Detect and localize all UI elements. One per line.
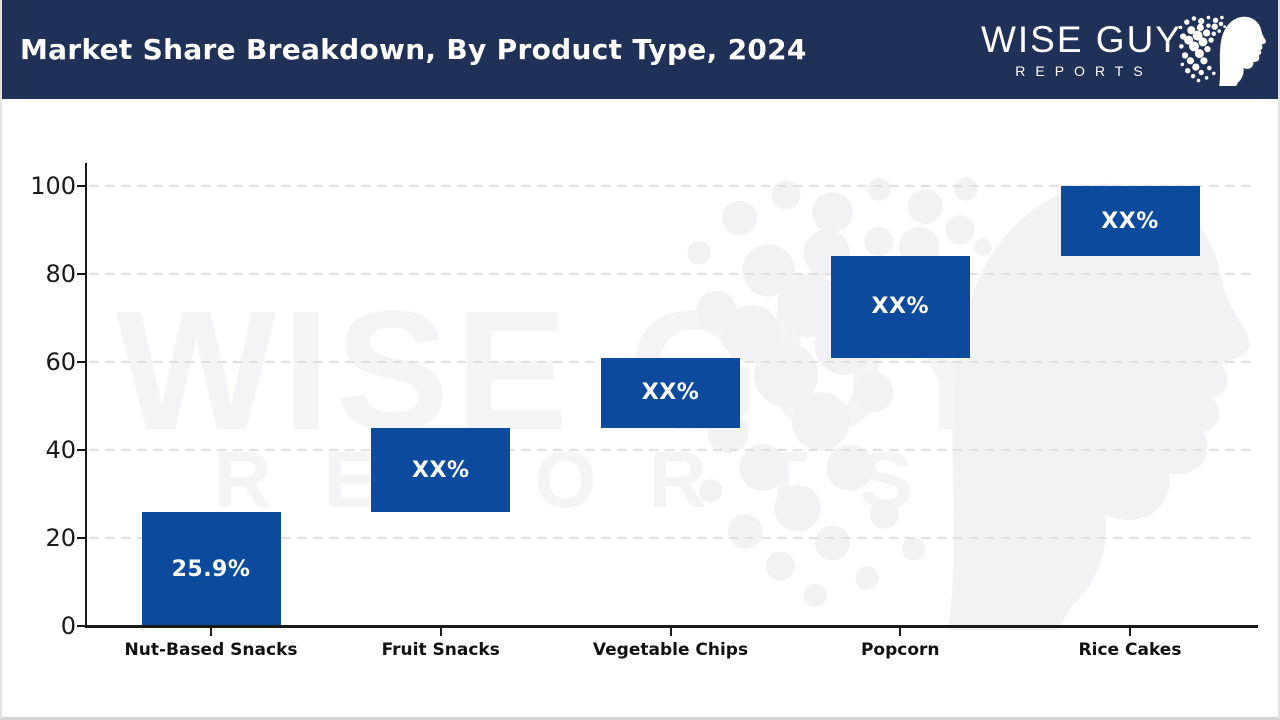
x-axis-category-label: Rice Cakes [1078,640,1182,660]
x-axis-category-label: Vegetable Chips [592,640,749,660]
y-gridline [89,185,1253,187]
y-axis-tick-label: 0 [60,612,76,640]
bar-segment: XX% [601,357,740,428]
y-axis-tick [77,449,86,451]
bar-value-label: XX% [871,294,929,320]
x-axis-spine [85,625,1258,628]
y-axis-tick-label: 80 [45,260,76,288]
y-gridline [89,449,1253,451]
x-axis-tick [669,628,672,636]
y-axis-tick-label: 100 [30,172,76,200]
x-axis-tick [439,628,442,636]
bar-segment: XX% [371,428,511,513]
y-axis-tick [77,185,86,187]
logo-wordmark: WISE GUY REPORTS [981,21,1182,79]
bar-value-label: XX% [641,380,700,406]
x-axis-category-label: Fruit Snacks [381,640,500,660]
y-gridline [89,537,1253,539]
y-axis-tick-label: 20 [45,524,76,552]
bar-segment: XX% [830,256,970,358]
header-bar: Market Share Breakdown, By Product Type,… [0,0,1280,99]
y-axis-spine [85,163,87,628]
x-axis-category-label: Popcorn [860,640,940,660]
logo-face-icon [1178,15,1266,86]
y-axis-tick-label: 40 [45,436,76,464]
x-axis-tick [210,628,212,636]
logo-reports-text: REPORTS [1015,62,1153,79]
y-axis-tick [77,361,86,363]
y-axis-tick-label: 60 [45,348,76,376]
y-axis-tick [77,273,86,275]
page-title: Market Share Breakdown, By Product Type,… [20,33,807,66]
bar-value-label: 25.9% [171,556,251,582]
y-gridline [89,273,1253,275]
bar-segment: XX% [1060,186,1200,257]
logo-wise-guy-text: WISE GUY [980,18,1182,60]
brand-logo: WISE GUY REPORTS [981,11,1266,89]
y-axis-tick [77,537,86,539]
bar-value-label: XX% [412,457,470,483]
x-axis-category-label: Nut-Based Snacks [124,640,298,660]
bar-segment: 25.9% [141,512,281,626]
x-axis-tick [899,628,902,636]
x-axis-tick [1129,628,1131,636]
bar-value-label: XX% [1101,208,1159,234]
y-axis-tick [77,625,86,627]
